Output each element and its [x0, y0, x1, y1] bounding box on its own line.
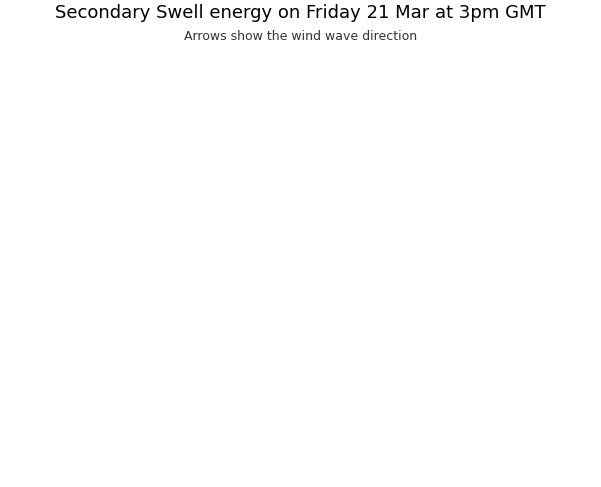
Text: Arrows show the wind wave direction: Arrows show the wind wave direction — [184, 30, 417, 42]
Text: Secondary Swell energy on Friday 21 Mar at 3pm GMT: Secondary Swell energy on Friday 21 Mar … — [55, 4, 546, 22]
